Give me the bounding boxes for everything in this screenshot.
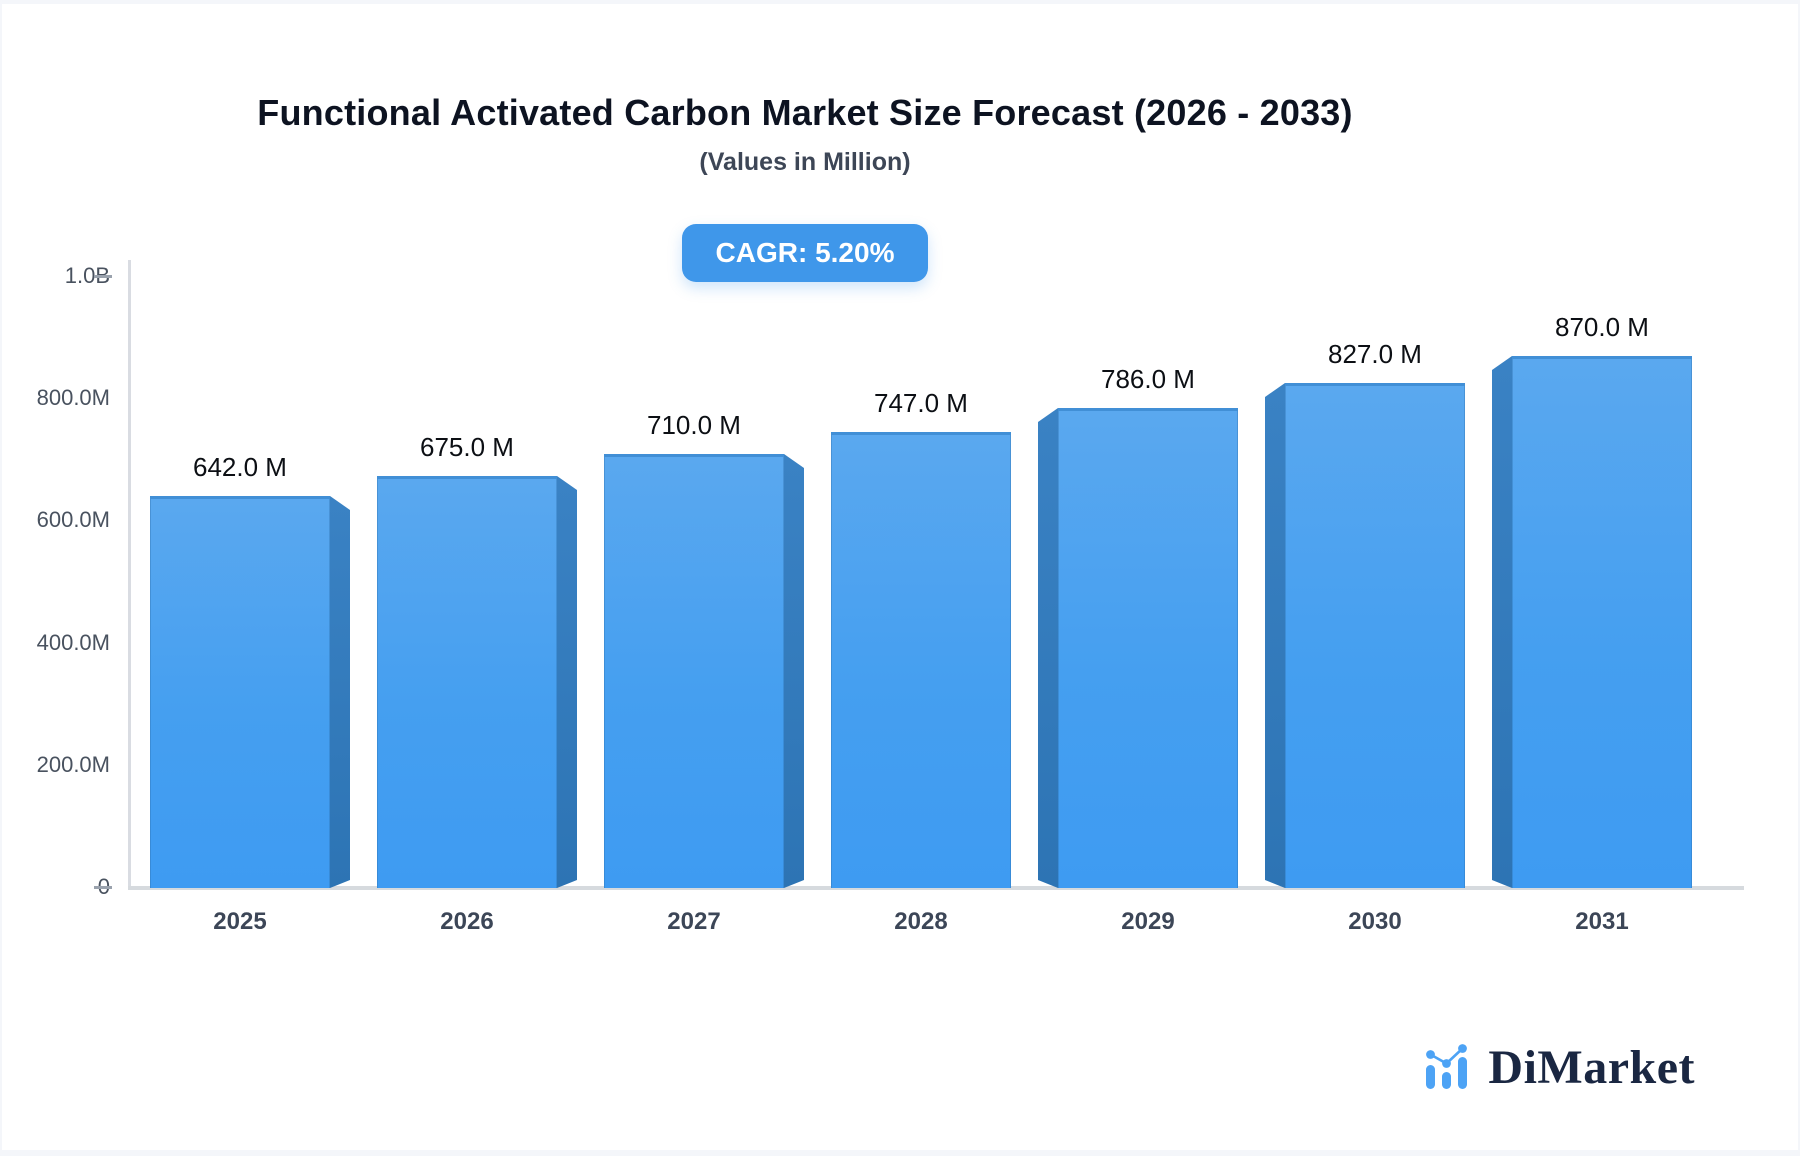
y-axis-tick-dash — [94, 275, 112, 278]
bar-chart-logo-icon — [1426, 1043, 1468, 1089]
bar-2026 — [377, 476, 557, 888]
cagr-badge: CAGR: 5.20% — [681, 224, 929, 282]
x-axis-year-label: 2028 — [894, 908, 948, 935]
brand-logo: DiMarket — [1422, 1040, 1695, 1095]
chart-subtitle: (Values in Million) — [699, 148, 911, 176]
cagr-badge-row: CAGR: 5.20% — [0, 224, 1610, 282]
x-axis-year-label: 2030 — [1348, 908, 1402, 935]
bar-value-label: 870.0 M — [1555, 312, 1649, 342]
x-axis-year-label: 2027 — [667, 908, 721, 935]
bar-value-label: 675.0 M — [420, 432, 514, 462]
canvas-edge-top — [0, 0, 1800, 4]
bar-3d-side — [1265, 383, 1285, 888]
bar-2027 — [604, 454, 784, 888]
bar-value-label: 710.0 M — [647, 410, 741, 440]
brand-wordmark: DiMarket — [1488, 1041, 1695, 1094]
y-axis-tick-label: 800.0M — [36, 385, 110, 411]
bar-value-label: 827.0 M — [1328, 339, 1422, 369]
x-axis-year-label: 2025 — [213, 908, 267, 935]
bar-3d-side — [1038, 408, 1058, 888]
canvas-edge-left — [0, 0, 2, 1156]
bar-2031 — [1512, 356, 1692, 888]
bar-value-label: 747.0 M — [874, 388, 968, 418]
bar-3d-side — [784, 454, 804, 888]
bar-2028 — [831, 432, 1011, 888]
bar-3d-side — [557, 476, 577, 888]
bar-2029 — [1058, 408, 1238, 888]
x-axis-year-label: 2029 — [1121, 908, 1175, 935]
canvas-edge-bottom — [0, 1150, 1800, 1156]
bar-2025 — [150, 496, 330, 888]
x-axis-year-label: 2026 — [440, 908, 494, 935]
x-axis-year-label: 2031 — [1575, 908, 1629, 935]
bar-3d-side — [1492, 356, 1512, 888]
bar-value-label: 642.0 M — [193, 452, 287, 482]
y-axis-line — [128, 260, 131, 888]
x-axis-baseline — [128, 886, 1744, 890]
bar-2030 — [1285, 383, 1465, 888]
y-axis-tick-dash — [94, 886, 112, 889]
y-axis-tick-label: 400.0M — [36, 629, 110, 655]
y-axis-tick-label: 200.0M — [36, 751, 110, 777]
bar-3d-side — [330, 496, 350, 888]
canvas-edge-right — [1798, 0, 1800, 1156]
chart-title: Functional Activated Carbon Market Size … — [257, 92, 1353, 133]
bar-value-label: 786.0 M — [1101, 364, 1195, 394]
y-axis-tick-label: 600.0M — [36, 507, 110, 533]
